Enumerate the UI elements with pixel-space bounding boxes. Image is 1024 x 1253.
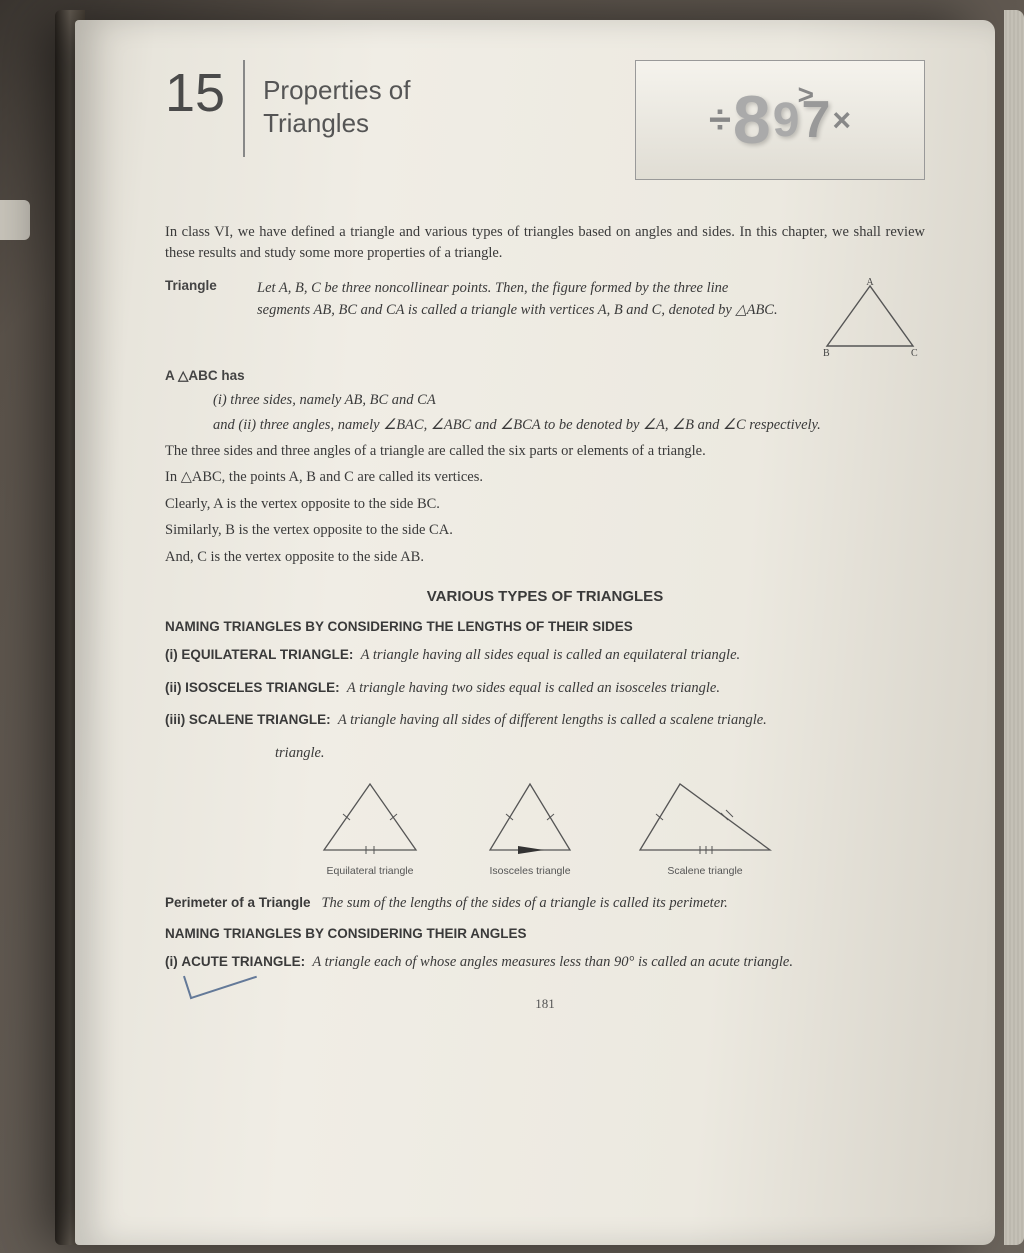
chapter-number: 15 [165, 60, 225, 120]
triangle-definition-text: Let A, B, C be three noncollinear points… [257, 278, 785, 322]
decorative-math-graphic: ÷ 8 9 > 7 × [635, 60, 925, 180]
equilateral-caption: Equilateral triangle [310, 865, 430, 877]
chapter-title-line1: Properties of [263, 74, 410, 107]
has-item-angles: and (ii) three angles, namely ∠BAC, ∠ABC… [165, 414, 925, 436]
triangle-abc-diagram: A B C [815, 278, 925, 358]
isosceles-caption: Isosceles triangle [470, 865, 590, 877]
body-vertex-b: Similarly, B is the vertex opposite to t… [165, 519, 925, 541]
multiply-icon: × [832, 102, 851, 139]
body-vertices: In △ABC, the points A, B and C are calle… [165, 466, 925, 488]
isosceles-item: (ii) ISOSCELES TRIANGLE: A triangle havi… [165, 677, 925, 699]
intro-paragraph: In class VI, we have defined a triangle … [165, 222, 925, 264]
scalene-diagram: Scalene triangle [630, 778, 780, 877]
by-angles-heading: NAMING TRIANGLES BY CONSIDERING THEIR AN… [165, 926, 925, 941]
page-edges [1004, 10, 1024, 1245]
triangle-label: Triangle [165, 278, 227, 293]
divide-icon: ÷ [709, 98, 731, 143]
triangle-types-diagrams: Equilateral triangle Isosceles triangle … [165, 778, 925, 877]
body-vertex-c: And, C is the vertex opposite to the sid… [165, 546, 925, 568]
vertex-a-label: A [866, 278, 874, 288]
digit-8: 8 [733, 81, 771, 159]
chapter-title-block: Properties of Triangles [243, 60, 410, 157]
isosceles-diagram: Isosceles triangle [470, 778, 590, 877]
body-vertex-a: Clearly, A is the vertex opposite to the… [165, 493, 925, 515]
body-six-parts: The three sides and three angles of a tr… [165, 440, 925, 462]
abc-has-prefix: A △ABC has [165, 368, 925, 385]
scalene-item: (iii) SCALENE TRIANGLE: A triangle havin… [165, 709, 925, 731]
scalene-item-cont: triangle. [165, 742, 925, 764]
chapter-header: 15 Properties of Triangles ÷ 8 9 > 7 × [165, 60, 925, 180]
equilateral-diagram: Equilateral triangle [310, 778, 430, 877]
vertex-c-label: C [911, 348, 918, 358]
types-heading: VARIOUS TYPES OF TRIANGLES [165, 588, 925, 605]
digit-9: 9 [773, 93, 800, 148]
acute-item: (i) ACUTE TRIANGLE: A triangle each of w… [165, 951, 925, 973]
perimeter-definition: Perimeter of a Triangle The sum of the l… [165, 895, 925, 912]
gt-icon: > [798, 79, 814, 111]
equilateral-item: (i) EQUILATERAL TRIANGLE: A triangle hav… [165, 644, 925, 666]
textbook-page: 15 Properties of Triangles ÷ 8 9 > 7 × I… [75, 20, 995, 1245]
chapter-title-line2: Triangles [263, 107, 410, 140]
page-number: 181 [165, 996, 925, 1012]
vertex-b-label: B [823, 348, 830, 358]
has-item-sides: (i) three sides, namely AB, BC and CA [165, 389, 925, 411]
by-sides-heading: NAMING TRIANGLES BY CONSIDERING THE LENG… [165, 619, 925, 634]
page-tab [0, 200, 30, 240]
triangle-definition-row: Triangle Let A, B, C be three noncolline… [165, 278, 925, 358]
scalene-caption: Scalene triangle [630, 865, 780, 877]
